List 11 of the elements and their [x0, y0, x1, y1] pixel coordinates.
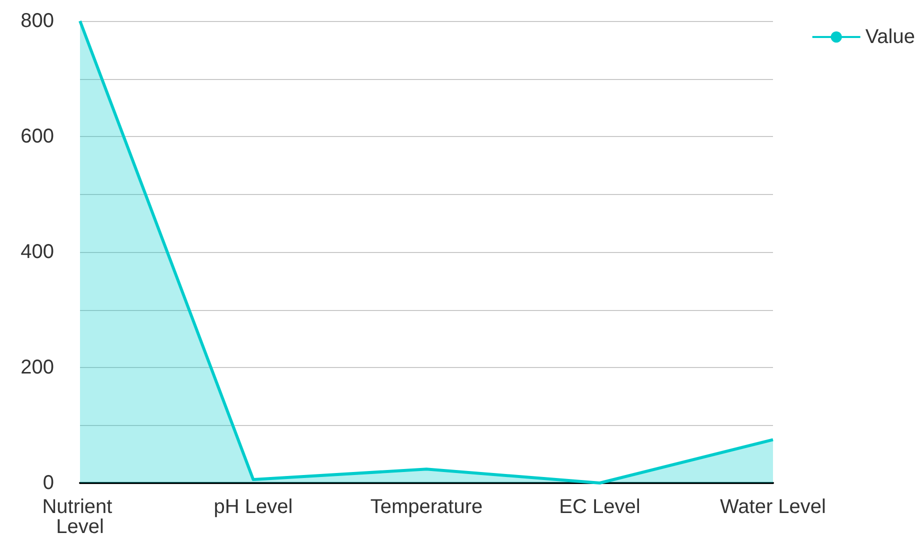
x-tick-label: pH Level — [214, 496, 293, 518]
x-tick-label: EC Level — [559, 496, 640, 518]
x-tick-label: Nutrient Level — [42, 496, 118, 538]
y-tick-label: 200 — [20, 356, 54, 378]
y-tick-label: 400 — [20, 241, 54, 263]
legend-label: Value — [865, 26, 916, 48]
y-tick-label: 800 — [20, 10, 54, 32]
x-tick-label: Temperature — [370, 496, 483, 518]
x-tick-label: Water Level — [720, 496, 826, 518]
y-tick-label: 600 — [20, 126, 54, 148]
y-tick-label: 0 — [42, 472, 54, 494]
